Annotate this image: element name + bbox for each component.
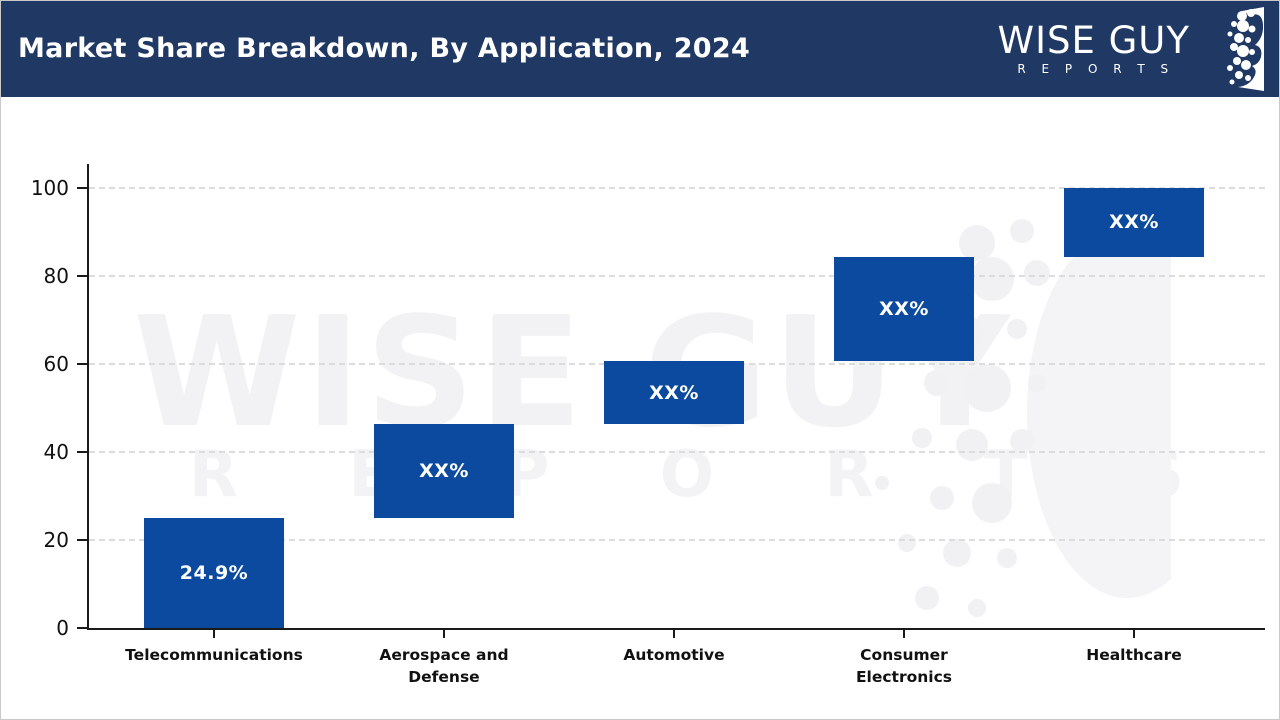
bar-segment: XX% [604, 361, 744, 424]
x-category-label-line: Healthcare [1086, 646, 1182, 664]
bar-segment: 24.9% [144, 518, 284, 628]
x-axis-tick [1133, 630, 1135, 638]
wiseguy-logo-line2: R E P O R T S [1017, 62, 1175, 76]
x-axis-tick [903, 630, 905, 638]
y-axis-tick [77, 451, 87, 453]
wiseguy-logo-line1: WISE GUY [997, 19, 1190, 62]
x-category-label-line: Electronics [855, 667, 953, 686]
x-category-label: Aerospace and Defense [324, 645, 564, 688]
x-category-label-line: Telecommunications [125, 646, 303, 664]
x-category-label: Consumer Electronics [784, 645, 1024, 688]
x-axis-tick [213, 630, 215, 638]
bar-value-label: 24.9% [179, 562, 249, 585]
wiseguy-logo-text: WISE GUY R E P O R T S [998, 22, 1190, 75]
gridline [89, 275, 1265, 277]
wiseguy-logo: WISE GUY R E P O R T S [998, 6, 1264, 91]
wiseguy-logo-face-icon [1227, 6, 1264, 91]
bar-value-label: XX% [419, 460, 469, 483]
x-axis-tick [673, 630, 675, 638]
y-axis-tick [77, 627, 87, 629]
gridline [89, 187, 1265, 189]
bar-value-label: XX% [879, 298, 929, 321]
x-category-label-line: Defense [408, 667, 480, 686]
page-title: Market Share Breakdown, By Application, … [18, 33, 751, 64]
y-tick-label: 20 [43, 528, 69, 552]
gridline [89, 451, 1265, 453]
y-tick-label: 60 [43, 352, 69, 376]
y-tick-label: 100 [30, 176, 69, 200]
y-axis-tick [77, 363, 87, 365]
y-tick-label: 0 [56, 616, 69, 640]
plot-area: 0 20 40 60 80 100 24.9% Telecommunications XX% Ae… [31, 164, 1265, 686]
x-category-label: Automotive [554, 645, 794, 667]
x-category-label: Telecommunications [94, 645, 334, 667]
bar-segment: XX% [834, 256, 974, 362]
x-category-label-line: Consumer [860, 646, 948, 664]
y-tick-label: 40 [43, 440, 69, 464]
x-axis-tick [443, 630, 445, 638]
header-bar: Market Share Breakdown, By Application, … [1, 1, 1279, 97]
gridline [89, 539, 1265, 541]
y-tick-label: 80 [43, 264, 69, 288]
x-category-label-line: Aerospace and [379, 646, 509, 664]
bar-segment: XX% [1064, 188, 1204, 257]
bar-value-label: XX% [1109, 211, 1159, 234]
bar-segment: XX% [374, 423, 514, 519]
x-category-label-line: Automotive [623, 646, 725, 664]
y-axis-tick [77, 275, 87, 277]
y-axis-tick [77, 187, 87, 189]
bar-value-label: XX% [649, 381, 699, 404]
y-axis-tick [77, 539, 87, 541]
x-category-label: Healthcare [1014, 645, 1254, 667]
